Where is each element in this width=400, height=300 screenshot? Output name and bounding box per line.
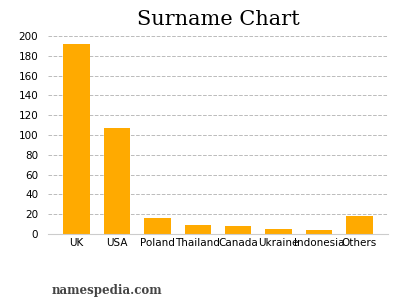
Bar [346, 216, 372, 234]
Title: Surname Chart: Surname Chart [137, 10, 299, 29]
Bar [266, 229, 292, 234]
Text: namespedia.com: namespedia.com [52, 284, 163, 297]
Bar [225, 226, 251, 234]
Bar [185, 225, 211, 234]
Bar [64, 44, 90, 234]
Bar [306, 230, 332, 234]
Bar [104, 128, 130, 234]
Bar [144, 218, 170, 234]
